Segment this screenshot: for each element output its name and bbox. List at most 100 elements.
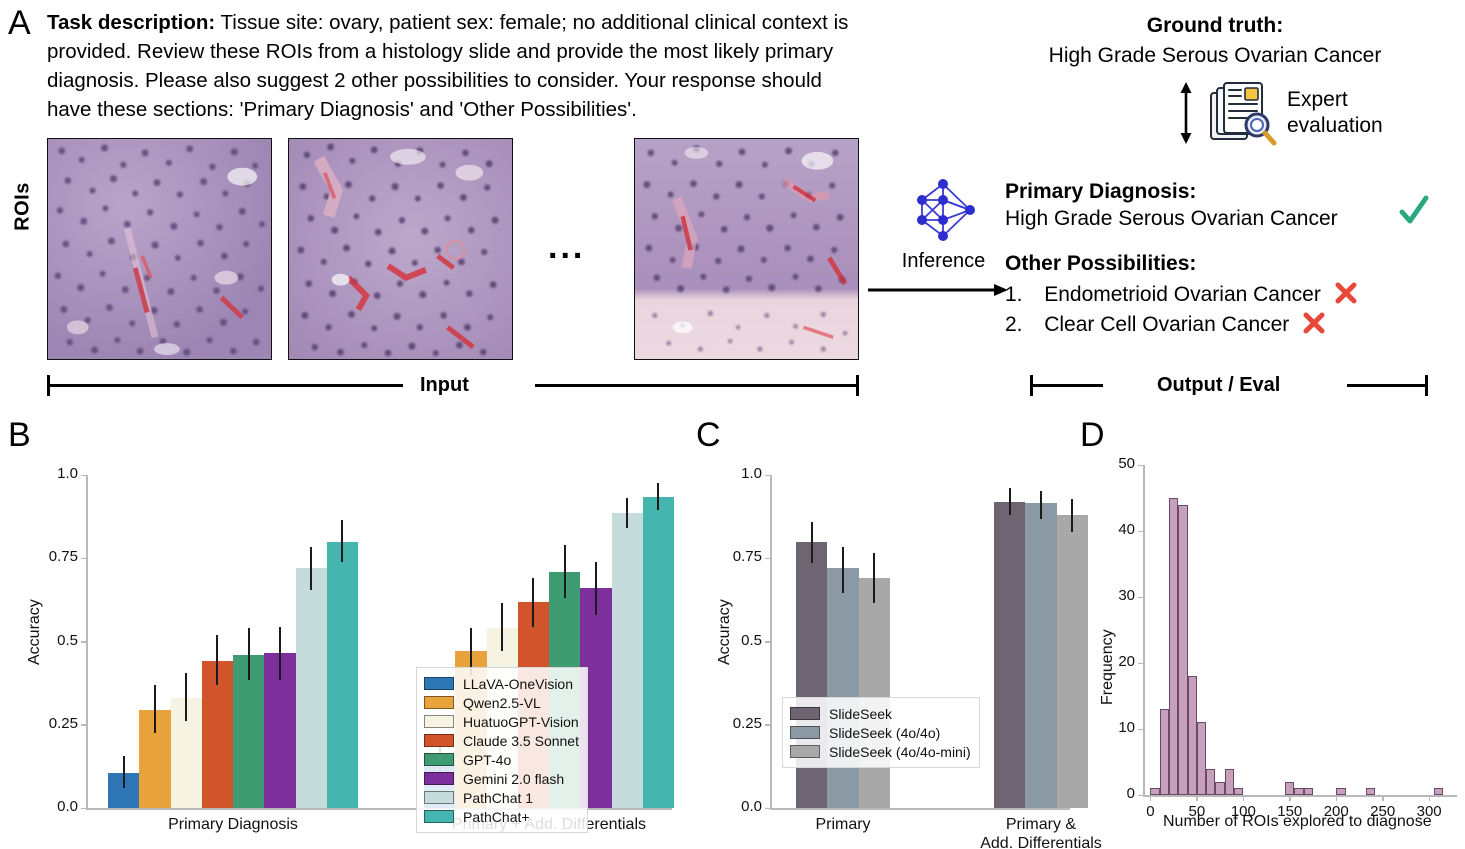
panel-c-y-tick-label: 0.25 xyxy=(732,714,762,732)
panel-c-y-axis xyxy=(770,475,772,808)
legend-swatch xyxy=(424,810,454,823)
input-bracket-line-right xyxy=(535,384,857,387)
panel-d-x-tick xyxy=(1196,796,1198,801)
legend-swatch xyxy=(424,753,454,766)
panel-d-x-tick xyxy=(1149,796,1152,801)
legend-label: Gemini 2.0 flash xyxy=(463,770,565,787)
legend-item-3[interactable]: Claude 3.5 Sonnet xyxy=(424,731,579,750)
panel-letter-c: C xyxy=(696,416,721,454)
bar-slideseek xyxy=(994,501,1026,808)
error-bar xyxy=(594,561,597,615)
panel-c-y-tick xyxy=(765,474,770,476)
legend-item-1[interactable]: SlideSeek (4o/4o) xyxy=(790,723,971,742)
panel-c-category-label: Primary & xyxy=(1005,816,1077,833)
legend-item-7[interactable]: PathChat+ xyxy=(424,807,579,826)
panel-c-category-label: Add. Differentials xyxy=(980,835,1102,849)
ground-truth-value: High Grade Serous Ovarian Cancer xyxy=(1048,44,1382,67)
panel-b: B Accuracy 0.0 0.25 0.5 0.75 1.0 Primary Diag… xyxy=(0,415,690,849)
bar-pathchat-1 xyxy=(611,513,643,808)
panel-b-y-tick-label: 0.0 xyxy=(57,798,78,815)
roi-image-3 xyxy=(634,138,859,360)
roi-ellipsis: ... xyxy=(548,228,586,266)
document-magnifier-icon xyxy=(1210,82,1277,146)
legend-item-4[interactable]: GPT-4o xyxy=(424,750,579,769)
histogram-bin-0 xyxy=(1150,788,1160,795)
legend-item-5[interactable]: Gemini 2.0 flash xyxy=(424,769,579,788)
panel-c-y-tick xyxy=(765,807,770,809)
error-bar xyxy=(278,626,281,680)
histogram-bin-12 xyxy=(1303,788,1313,795)
panel-b-y-tick-label: 0.25 xyxy=(48,714,78,732)
panel-c-y-tick xyxy=(765,641,770,643)
panel-b-y-tick xyxy=(81,724,86,726)
panel-b-y-tick xyxy=(81,557,86,560)
output-bracket-line-right xyxy=(1347,384,1427,387)
legend-item-2[interactable]: HuatuoGPT-Vision xyxy=(424,712,579,731)
panel-d-x-tick xyxy=(1242,796,1245,801)
expert-evaluation-line2: evaluation xyxy=(1287,114,1383,137)
input-bracket-cap-right xyxy=(856,375,859,396)
panel-b-y-tick xyxy=(81,807,86,809)
error-bar xyxy=(563,544,566,599)
panel-d-y-tick-label: 40 xyxy=(1118,521,1135,538)
other-possibilities-title: Other Possibilities: xyxy=(1005,252,1197,275)
error-bar xyxy=(1008,488,1011,515)
error-bar xyxy=(810,521,813,564)
panel-d-y-axis xyxy=(1143,465,1145,795)
bar-pathchat- xyxy=(642,496,674,808)
primary-diagnosis-title: Primary Diagnosis: xyxy=(1005,180,1197,203)
error-bar xyxy=(122,756,125,788)
ground-truth-title: Ground truth: xyxy=(1146,14,1284,37)
error-bar xyxy=(310,546,313,590)
output-bracket-cap-right xyxy=(1425,375,1428,396)
legend-label: HuatuoGPT-Vision xyxy=(463,713,579,730)
error-bar xyxy=(532,578,535,627)
panel-d-y-tick-label: 20 xyxy=(1118,653,1135,670)
panel-b-legend: LLaVA-OneVision Qwen2.5-VL HuatuoGPT-Visio… xyxy=(416,667,588,833)
legend-item-0[interactable]: SlideSeek xyxy=(790,704,971,723)
legend-swatch xyxy=(790,707,820,720)
histology-texture-2 xyxy=(289,139,512,359)
histogram-bin-7 xyxy=(1215,781,1225,795)
panel-d-x-tick-label: 0 xyxy=(1146,803,1155,820)
legend-label: PathChat 1 xyxy=(463,789,534,806)
legend-label: Claude 3.5 Sonnet xyxy=(463,732,579,749)
legend-swatch xyxy=(424,734,454,747)
histogram-bin-11 xyxy=(1294,788,1304,795)
legend-item-2[interactable]: SlideSeek (4o/4o-mini) xyxy=(790,742,971,761)
panel-d-x-tick-label: 250 xyxy=(1370,803,1396,820)
legend-item-6[interactable]: PathChat 1 xyxy=(424,788,579,807)
legend-item-0[interactable]: LLaVA-OneVision xyxy=(424,674,579,693)
panel-b-y-tick xyxy=(81,641,86,643)
panel-c-legend: SlideSeek SlideSeek (4o/4o) SlideSeek (4o/… xyxy=(782,697,980,768)
error-bar xyxy=(216,634,219,685)
panel-c-category-label: Primary xyxy=(815,816,871,833)
legend-label: SlideSeek (4o/4o) xyxy=(829,724,941,741)
error-bar xyxy=(341,519,344,562)
panel-d-y-tick xyxy=(1138,728,1143,730)
panel-b-x-axis xyxy=(86,808,672,810)
panel-d-plot-area: 0 10 20 30 40 50 0 50 100 150 200 250 300 xyxy=(1075,415,1465,849)
panel-letter-b: B xyxy=(8,416,31,454)
histology-texture-1 xyxy=(48,139,271,359)
panel-b-y-axis xyxy=(86,475,88,808)
panel-c-plot-area: 0.0 0.25 0.5 0.75 1.0 Primary Primary & Add. Di… xyxy=(690,415,1102,849)
up-down-arrow-icon xyxy=(1180,82,1192,144)
bar-slideseek xyxy=(796,541,828,808)
output-bracket-label: Output / Eval xyxy=(1157,374,1281,396)
histogram-bin-3 xyxy=(1178,504,1188,795)
panel-d-x-tick xyxy=(1428,796,1431,801)
histogram-bin-10 xyxy=(1285,781,1295,795)
inference-label: Inference xyxy=(901,250,986,272)
panel-d-x-tick xyxy=(1335,796,1338,801)
panel-d-y-tick-label: 10 xyxy=(1118,719,1135,736)
incorrect-cross-icon xyxy=(1303,312,1325,334)
output-bracket-line-left xyxy=(1030,384,1103,387)
panel-d-y-tick-label: 0 xyxy=(1126,785,1135,802)
panel-d-y-tick xyxy=(1138,530,1143,532)
legend-item-1[interactable]: Qwen2.5-VL xyxy=(424,693,579,712)
panel-b-y-tick-label: 0.75 xyxy=(48,548,78,566)
panel-b-y-tick xyxy=(81,474,86,476)
panel-c-y-tick-label: 1.0 xyxy=(741,465,762,482)
